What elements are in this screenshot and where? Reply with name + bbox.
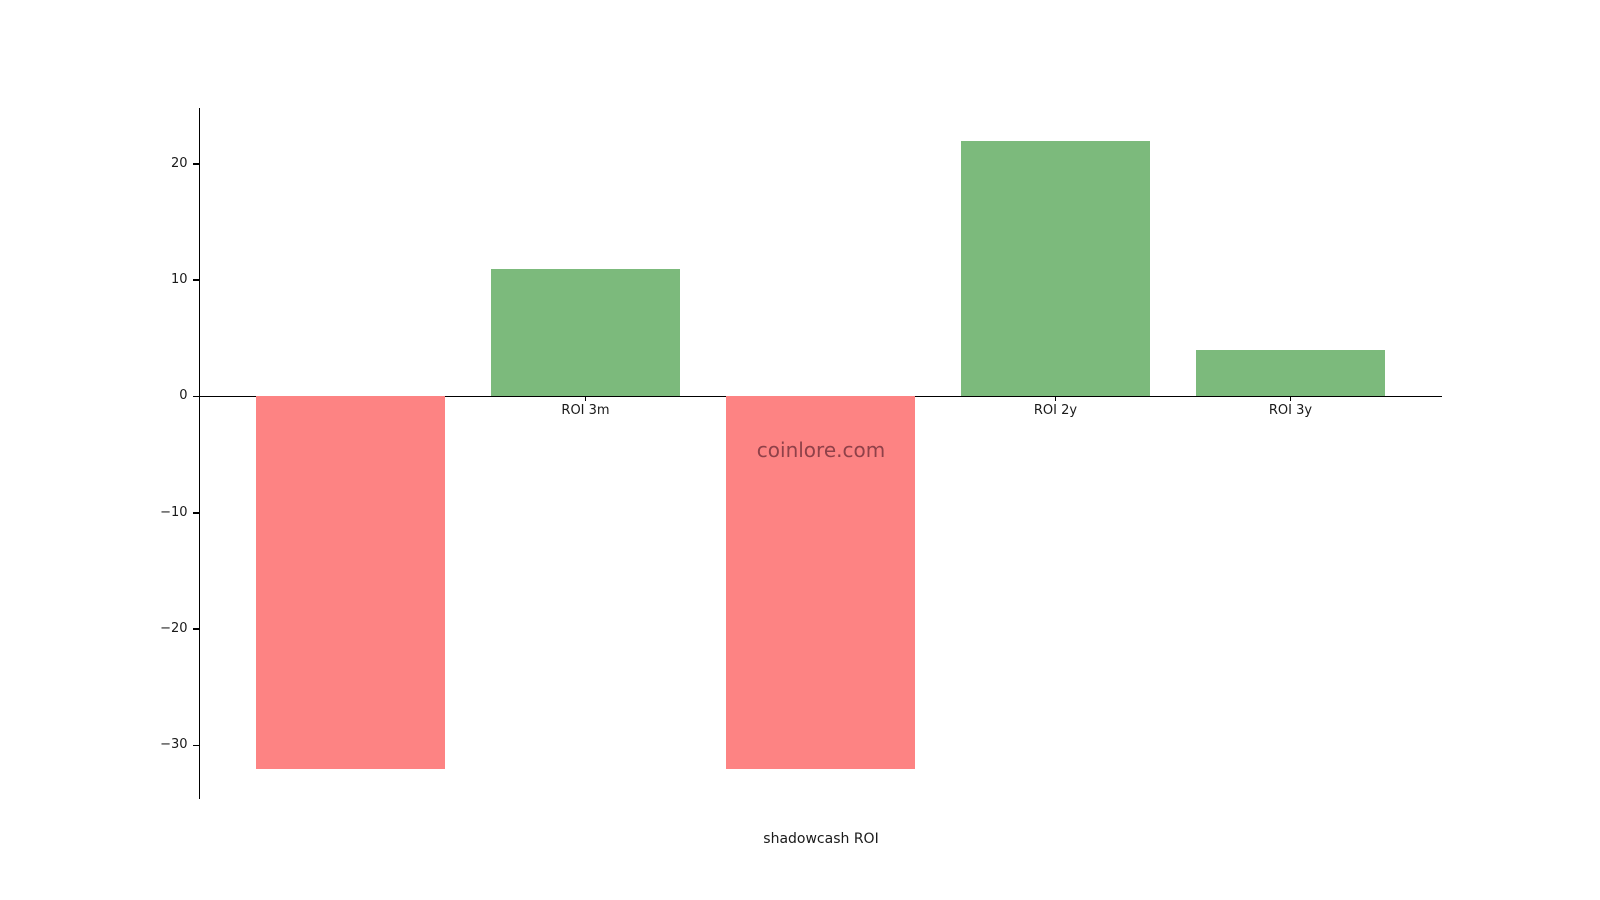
- y-tick-label: 0: [179, 388, 188, 404]
- x-tick-label: ROI 3m: [561, 403, 610, 419]
- y-tick-label: −10: [160, 504, 188, 520]
- bar-unlabeled-2: [726, 396, 915, 769]
- y-tick-label: 10: [170, 272, 188, 288]
- x-tick-label: ROI 3y: [1268, 403, 1313, 419]
- y-tick-mark: [192, 279, 199, 281]
- bar-unlabeled-0: [256, 396, 445, 769]
- x-tick-mark: [1054, 396, 1057, 401]
- y-tick-mark: [192, 395, 199, 398]
- y-tick-label: 20: [170, 155, 188, 171]
- watermark-text: coinlore.com: [756, 438, 886, 462]
- y-tick-label: −20: [160, 621, 188, 637]
- bar-roi-3y: [1196, 349, 1385, 397]
- bar-roi-2y: [961, 140, 1150, 397]
- y-axis-line: [198, 108, 200, 799]
- x-tick-mark: [584, 396, 587, 401]
- y-tick-mark: [192, 163, 199, 165]
- y-tick-mark: [192, 744, 199, 747]
- x-tick-mark: [1289, 396, 1292, 401]
- y-tick-label: −30: [160, 737, 188, 753]
- x-axis-title: shadowcash ROI: [763, 831, 879, 847]
- y-tick-mark: [192, 628, 199, 630]
- bar-roi-3m: [491, 268, 680, 397]
- x-tick-label: ROI 2y: [1033, 403, 1078, 419]
- y-tick-mark: [192, 512, 199, 514]
